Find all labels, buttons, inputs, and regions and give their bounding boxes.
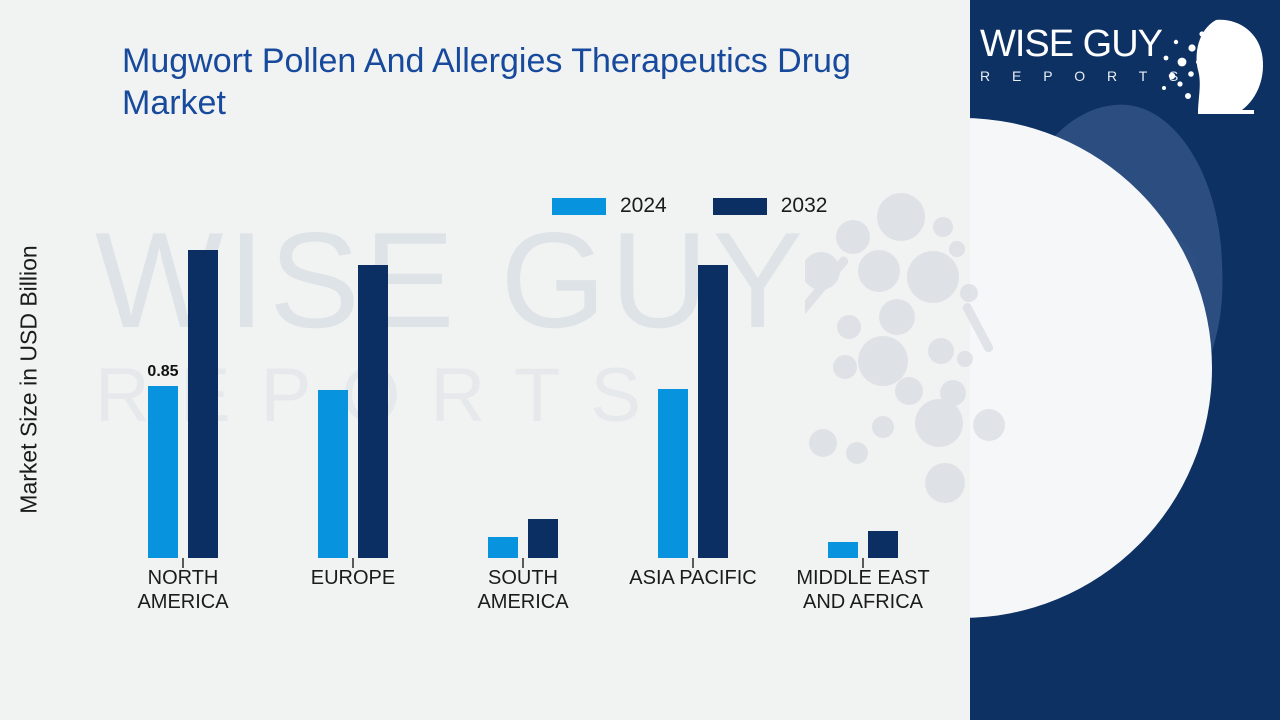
bar-value-label-north-america-2024: 0.85 <box>147 363 179 380</box>
x-axis-label-asia-pacific: ASIA PACIFIC <box>629 567 757 589</box>
x-axis-tick-asia-pacific <box>692 558 694 568</box>
bar-2024-asia-pacific[interactable] <box>658 389 688 558</box>
bar-2032-asia-pacific[interactable] <box>698 265 728 558</box>
wiseguy-logo: WISE GUY R E P O R T S <box>980 19 1264 114</box>
bar-2024-middle-east-and-africa[interactable] <box>828 542 858 558</box>
panel-left-mask <box>960 0 970 720</box>
x-axis-tick-europe <box>352 558 354 568</box>
bars-container: 0.85 NORTH AMERICA EUROPE SOUTH AMERICA … <box>137 250 930 613</box>
legend-label-2032: 2032 <box>780 194 828 217</box>
legend-item-2032[interactable]: 2032 <box>712 194 828 218</box>
bar-2032-middle-east-and-africa[interactable] <box>868 531 898 558</box>
legend-swatch-2024 <box>552 197 606 215</box>
bar-2032-south-america[interactable] <box>528 519 558 558</box>
bar-2032-north-america[interactable] <box>188 250 218 558</box>
logo-head-dots-icon <box>1162 19 1264 114</box>
logo-wordmark: WISE GUY <box>980 23 1163 65</box>
legend-swatch-2032 <box>712 197 767 215</box>
bar-2024-europe[interactable] <box>318 390 348 558</box>
x-axis-tick-south-america <box>522 558 524 568</box>
chart-legend: 2024 2032 <box>552 194 827 218</box>
x-axis-tick-middle-east-and-africa <box>862 558 864 568</box>
x-axis-label-north-america: NORTH AMERICA <box>137 567 229 613</box>
x-axis-label-europe: EUROPE <box>310 567 396 589</box>
legend-label-2024: 2024 <box>620 194 667 217</box>
bar-2024-south-america[interactable] <box>488 537 518 558</box>
bar-2032-europe[interactable] <box>358 265 388 558</box>
x-axis-label-middle-east-and-africa: MIDDLE EAST AND AFRICA <box>796 567 930 613</box>
logo-subtitle: R E P O R T S <box>980 68 1188 84</box>
brand-panel: WISE GUY R E P O R T S <box>960 0 1280 720</box>
bar-2024-north-america[interactable]: 0.85 <box>147 363 179 558</box>
chart-plot-area: Market Size in USD Billion 0.85 NORTH AM… <box>16 245 930 613</box>
page-title: Mugwort Pollen And Allergies Therapeutic… <box>122 42 851 122</box>
x-axis-tick-north-america <box>182 558 184 568</box>
x-axis-label-south-america: SOUTH AMERICA <box>477 567 569 613</box>
legend-item-2024[interactable]: 2024 <box>552 194 667 218</box>
